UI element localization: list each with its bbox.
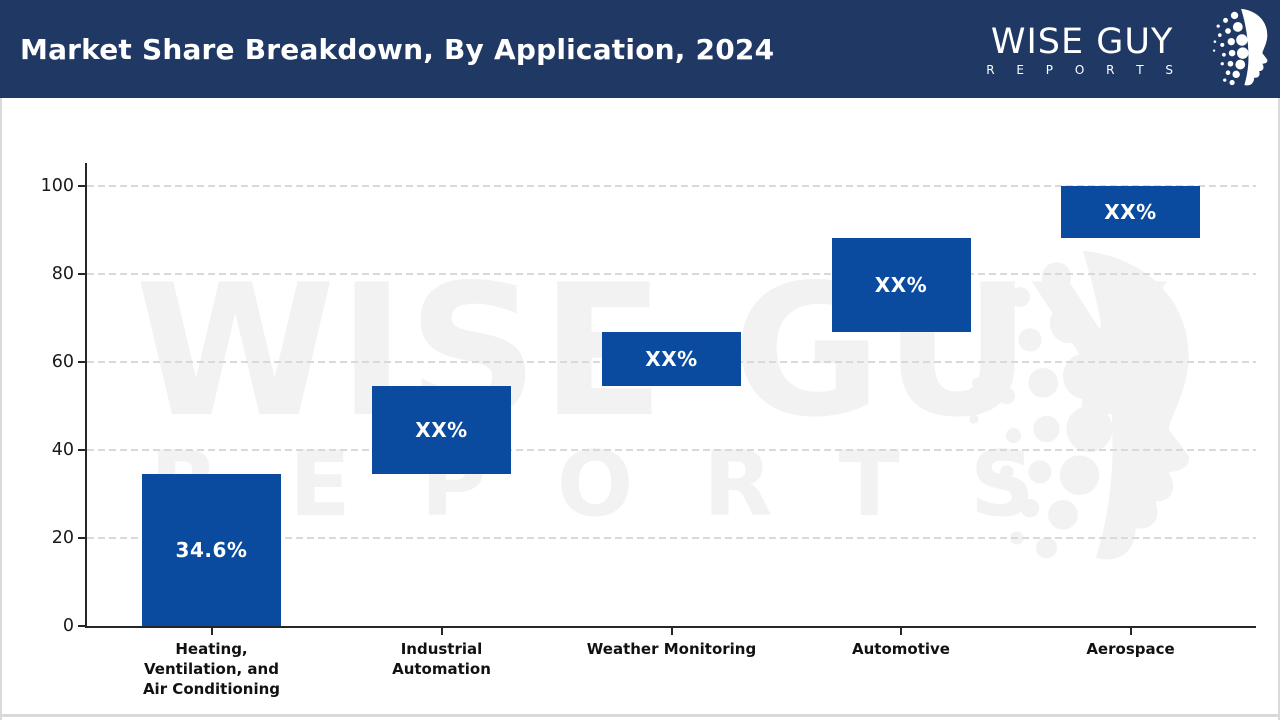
x-tick-mark [900, 627, 902, 635]
y-tick-label: 60 [51, 352, 74, 372]
header-bar: Market Share Breakdown, By Application, … [0, 0, 1280, 98]
y-tick-mark [78, 625, 86, 627]
y-tick-label: 100 [40, 176, 74, 196]
bottom-divider [0, 714, 1280, 717]
bar-value-label: 34.6% [175, 537, 248, 562]
bar-segment: XX% [602, 331, 741, 386]
x-tick-mark [670, 627, 673, 635]
y-tick-label: 80 [51, 264, 74, 284]
y-tick-mark [78, 537, 86, 539]
y-tick-label: 0 [62, 616, 74, 636]
logo-subtitle: R E P O R T S [986, 62, 1182, 77]
bar-segment: XX% [1061, 186, 1200, 238]
logo-wordmark: WISE GUY [990, 21, 1174, 62]
wise-guy-logo: WISE GUY R E P O R T S [982, 4, 1272, 94]
bar-value-label: XX% [874, 272, 928, 297]
y-tick-mark [78, 273, 86, 275]
page-title: Market Share Breakdown, By Application, … [20, 32, 775, 66]
x-category-label: Weather Monitoring [586, 640, 757, 658]
x-category-label: Industrial Automation [392, 640, 491, 678]
bar-value-label: XX% [415, 417, 468, 442]
gridline [87, 449, 1256, 451]
x-category-label: Aerospace [1086, 640, 1175, 658]
x-tick-mark [440, 627, 443, 635]
x-category-label: Automotive [852, 640, 950, 658]
x-tick-mark [1129, 627, 1132, 635]
dotted-head-icon [1212, 8, 1268, 86]
gridline [87, 185, 1256, 187]
x-category-label: Heating, Ventilation, and Air Conditioning [142, 640, 281, 698]
gridline [87, 537, 1256, 539]
logo-text: WISE GUY R E P O R T S [982, 22, 1182, 77]
bar-segment: XX% [831, 237, 971, 332]
y-tick-mark [78, 361, 86, 363]
bar-segment: 34.6% [142, 473, 281, 626]
y-tick-mark [78, 185, 86, 187]
y-tick-label: 40 [51, 440, 74, 460]
y-axis-line [85, 163, 87, 628]
y-tick-label: 20 [51, 528, 74, 548]
bar-value-label: XX% [645, 346, 698, 371]
bar-segment: XX% [372, 385, 511, 474]
y-tick-mark [78, 449, 86, 451]
x-tick-mark [210, 627, 213, 635]
bar-value-label: XX% [1104, 199, 1157, 224]
gridline [87, 273, 1256, 275]
